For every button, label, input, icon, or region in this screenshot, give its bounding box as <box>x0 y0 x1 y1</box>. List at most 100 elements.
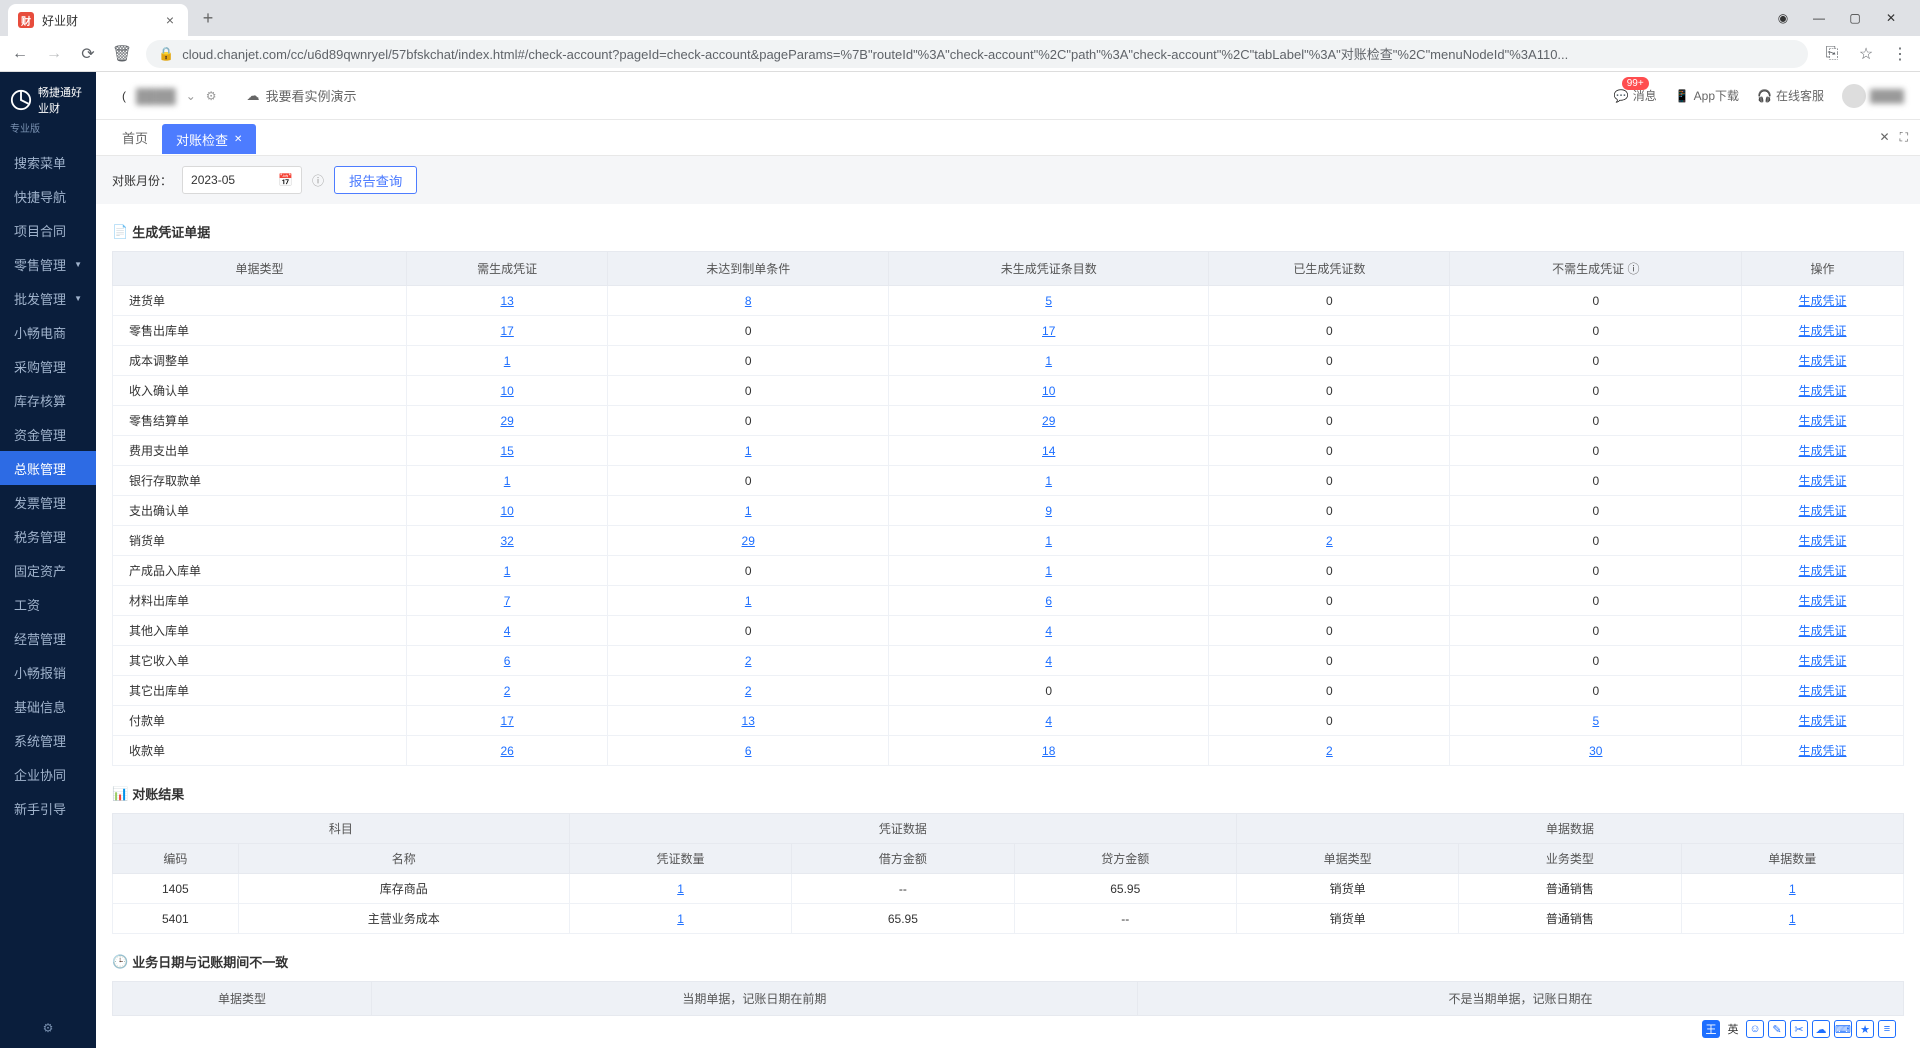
link-cell[interactable]: 5 <box>1592 714 1599 728</box>
generate-voucher-link[interactable]: 生成凭证 <box>1799 624 1847 638</box>
link-cell[interactable]: 10 <box>500 504 513 518</box>
link-cell[interactable]: 13 <box>500 294 513 308</box>
tab-check-account[interactable]: 对账检查 ✕ <box>162 124 256 154</box>
link-cell[interactable]: 1 <box>677 912 684 926</box>
sidebar-item-14[interactable]: 经营管理 <box>0 621 96 655</box>
expand-icon[interactable]: ⛶ <box>1900 130 1908 145</box>
generate-voucher-link[interactable]: 生成凭证 <box>1799 354 1847 368</box>
user-menu[interactable]: ████ <box>1842 84 1904 108</box>
query-button[interactable]: 报告查询 <box>334 166 417 194</box>
url-bar[interactable]: 🔒 cloud.chanjet.com/cc/u6d89qwnryel/57bf… <box>146 40 1808 68</box>
link-cell[interactable]: 2 <box>1326 534 1333 548</box>
link-cell[interactable]: 1 <box>1045 564 1052 578</box>
generate-voucher-link[interactable]: 生成凭证 <box>1799 504 1847 518</box>
link-cell[interactable]: 2 <box>1326 744 1333 758</box>
ime-cloud-icon[interactable]: ☁ <box>1812 1020 1830 1038</box>
link-cell[interactable]: 29 <box>1042 414 1055 428</box>
minimize-icon[interactable]: — <box>1810 9 1828 27</box>
link-cell[interactable]: 1 <box>504 474 511 488</box>
link-cell[interactable]: 17 <box>500 714 513 728</box>
link-cell[interactable]: 7 <box>504 594 511 608</box>
link-cell[interactable]: 1 <box>745 594 752 608</box>
sidebar-item-17[interactable]: 系统管理 <box>0 723 96 757</box>
settings-gear[interactable]: ⚙ <box>0 1008 96 1048</box>
sidebar-item-12[interactable]: 固定资产 <box>0 553 96 587</box>
ime-icon[interactable]: 王 <box>1702 1020 1720 1038</box>
close-all-icon[interactable]: ✕ <box>1880 130 1890 145</box>
ime-star-icon[interactable]: ★ <box>1856 1020 1874 1038</box>
back-icon[interactable]: ← <box>10 44 30 64</box>
generate-voucher-link[interactable]: 生成凭证 <box>1799 714 1847 728</box>
support-button[interactable]: 🎧 在线客服 <box>1757 87 1824 104</box>
link-cell[interactable]: 4 <box>504 624 511 638</box>
company-selector[interactable]: ( ████ ⌄ ⚙ <box>112 84 227 108</box>
maximize-icon[interactable]: ▢ <box>1846 9 1864 27</box>
install-icon[interactable]: ⎘ <box>1822 44 1842 64</box>
sidebar-item-6[interactable]: 采购管理 <box>0 349 96 383</box>
generate-voucher-link[interactable]: 生成凭证 <box>1799 294 1847 308</box>
link-cell[interactable]: 17 <box>1042 324 1055 338</box>
link-cell[interactable]: 6 <box>504 654 511 668</box>
link-cell[interactable]: 6 <box>1045 594 1052 608</box>
link-cell[interactable]: 1 <box>745 504 752 518</box>
link-cell[interactable]: 15 <box>500 444 513 458</box>
account-icon[interactable]: ◉ <box>1774 9 1792 27</box>
demo-link[interactable]: ☁ 我要看实例演示 <box>247 86 357 105</box>
generate-voucher-link[interactable]: 生成凭证 <box>1799 654 1847 668</box>
link-cell[interactable]: 30 <box>1589 744 1602 758</box>
generate-voucher-link[interactable]: 生成凭证 <box>1799 684 1847 698</box>
ime-edit-icon[interactable]: ✎ <box>1768 1020 1786 1038</box>
sidebar-item-19[interactable]: 新手引导 <box>0 791 96 825</box>
sidebar-item-5[interactable]: 小畅电商 <box>0 315 96 349</box>
month-picker[interactable]: 2023-05 📅 <box>182 166 302 194</box>
link-cell[interactable]: 2 <box>504 684 511 698</box>
link-cell[interactable]: 29 <box>500 414 513 428</box>
link-cell[interactable]: 1 <box>1789 912 1796 926</box>
link-cell[interactable]: 1 <box>1045 474 1052 488</box>
link-cell[interactable]: 1 <box>1789 882 1796 896</box>
app-download-button[interactable]: 📱 App下载 <box>1675 87 1739 104</box>
link-cell[interactable]: 6 <box>745 744 752 758</box>
ime-screenshot-icon[interactable]: ✂ <box>1790 1020 1808 1038</box>
link-cell[interactable]: 5 <box>1045 294 1052 308</box>
link-cell[interactable]: 4 <box>1045 654 1052 668</box>
sidebar-item-8[interactable]: 资金管理 <box>0 417 96 451</box>
link-cell[interactable]: 4 <box>1045 714 1052 728</box>
generate-voucher-link[interactable]: 生成凭证 <box>1799 534 1847 548</box>
link-cell[interactable]: 32 <box>500 534 513 548</box>
generate-voucher-link[interactable]: 生成凭证 <box>1799 414 1847 428</box>
link-cell[interactable]: 9 <box>1045 504 1052 518</box>
browser-tab[interactable]: 财 好业财 × <box>8 4 188 36</box>
generate-voucher-link[interactable]: 生成凭证 <box>1799 744 1847 758</box>
reload-icon[interactable]: ⟳ <box>78 44 98 64</box>
link-cell[interactable]: 1 <box>1045 354 1052 368</box>
generate-voucher-link[interactable]: 生成凭证 <box>1799 594 1847 608</box>
link-cell[interactable]: 8 <box>745 294 752 308</box>
close-window-icon[interactable]: ✕ <box>1882 9 1900 27</box>
link-cell[interactable]: 1 <box>677 882 684 896</box>
generate-voucher-link[interactable]: 生成凭证 <box>1799 564 1847 578</box>
sidebar-item-10[interactable]: 发票管理 <box>0 485 96 519</box>
menu-icon[interactable]: ⋮ <box>1890 44 1910 64</box>
star-icon[interactable]: ☆ <box>1856 44 1876 64</box>
link-cell[interactable]: 1 <box>504 354 511 368</box>
close-icon[interactable]: ✕ <box>234 134 242 145</box>
gear-icon[interactable]: ⚙ <box>206 89 217 103</box>
sidebar-item-16[interactable]: 基础信息 <box>0 689 96 723</box>
ime-keyboard-icon[interactable]: ⌨ <box>1834 1020 1852 1038</box>
ime-lang[interactable]: 英 <box>1724 1020 1742 1038</box>
link-cell[interactable]: 18 <box>1042 744 1055 758</box>
link-cell[interactable]: 1 <box>504 564 511 578</box>
ime-emoji-icon[interactable]: ☺ <box>1746 1020 1764 1038</box>
link-cell[interactable]: 1 <box>1045 534 1052 548</box>
sidebar-item-15[interactable]: 小畅报销 <box>0 655 96 689</box>
link-cell[interactable]: 10 <box>500 384 513 398</box>
link-cell[interactable]: 4 <box>1045 624 1052 638</box>
link-cell[interactable]: 2 <box>745 684 752 698</box>
link-cell[interactable]: 26 <box>500 744 513 758</box>
sidebar-item-0[interactable]: 搜索菜单 <box>0 145 96 179</box>
generate-voucher-link[interactable]: 生成凭证 <box>1799 444 1847 458</box>
generate-voucher-link[interactable]: 生成凭证 <box>1799 324 1847 338</box>
tab-home[interactable]: 首页 <box>108 120 162 156</box>
link-cell[interactable]: 14 <box>1042 444 1055 458</box>
